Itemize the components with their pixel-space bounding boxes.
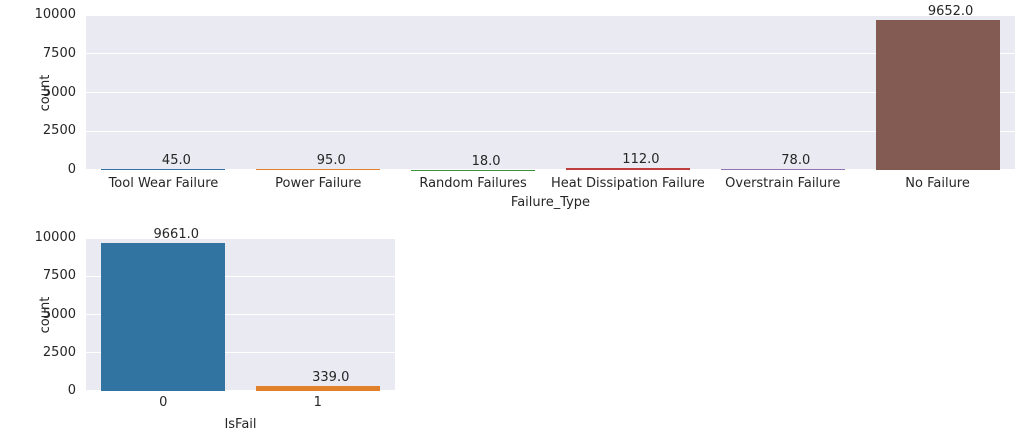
y-tick-label: 2500	[42, 123, 76, 139]
bar	[256, 168, 381, 170]
gridline	[86, 130, 1015, 132]
bar-value-label: 95.0	[316, 152, 346, 168]
x-tick-label: Heat Dissipation Failure	[551, 176, 705, 191]
bar	[565, 168, 690, 170]
gridline	[86, 275, 395, 277]
x-tick-label: Overstrain Failure	[725, 176, 841, 191]
bar-value-label: 9652.0	[927, 4, 974, 20]
gridline	[86, 390, 395, 392]
x-tick-label: Power Failure	[275, 176, 362, 191]
gridline	[86, 53, 1015, 55]
gridline	[86, 91, 1015, 94]
x-tick-label: No Failure	[905, 176, 970, 191]
y-tick-label: 7500	[42, 45, 76, 61]
bar	[875, 20, 1000, 170]
y-tick-label: 5000	[42, 306, 76, 322]
gridline	[86, 169, 1015, 171]
y-tick-label: 0	[67, 162, 76, 177]
y-tick-label: 5000	[42, 84, 76, 100]
bar-value-label: 18.0	[471, 153, 501, 169]
bar-value-label: 339.0	[312, 369, 350, 385]
bar	[101, 243, 226, 391]
x-axis-label: IsFail	[224, 417, 257, 432]
gridline	[86, 352, 395, 354]
bar-value-label: 112.0	[622, 152, 660, 168]
x-axis-label: Failure_Type	[510, 195, 591, 210]
y-axis-label: count	[38, 74, 53, 111]
bar	[255, 385, 380, 391]
x-tick-label: Random Failures	[419, 176, 527, 191]
y-tick-label: 10000	[34, 7, 76, 22]
y-tick-label: 0	[67, 383, 76, 398]
bar	[101, 169, 226, 170]
x-tick-label: 1	[313, 395, 322, 410]
y-tick-label: 2500	[42, 344, 76, 360]
y-tick-label: 7500	[42, 268, 76, 284]
x-tick-label: 0	[159, 395, 168, 410]
gridline	[86, 313, 395, 316]
y-tick-label: 10000	[34, 230, 76, 245]
bar-value-label: 45.0	[161, 153, 191, 169]
x-tick-label: Tool Wear Failure	[108, 176, 219, 191]
bar-value-label: 78.0	[781, 152, 811, 168]
gridline	[86, 237, 395, 239]
bar-value-label: 9661.0	[153, 227, 200, 243]
bar	[720, 168, 845, 170]
y-axis-label: count	[38, 296, 53, 333]
gridline	[86, 14, 1015, 16]
